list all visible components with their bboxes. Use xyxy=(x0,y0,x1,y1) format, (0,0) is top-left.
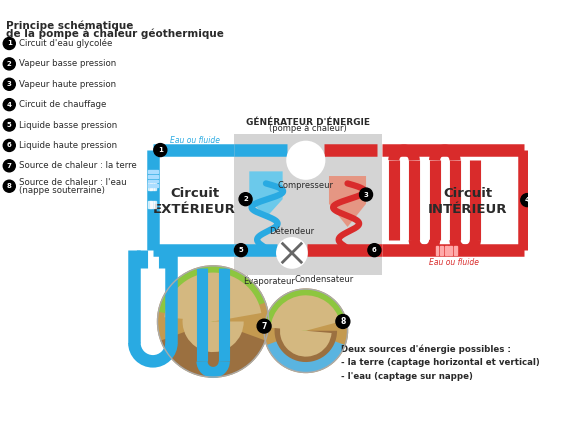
Text: Deux sources d'énergie possibles :
- la terre (captage horizontal et vertical)
-: Deux sources d'énergie possibles : - la … xyxy=(341,345,540,380)
Text: Détendeur: Détendeur xyxy=(270,227,315,236)
Text: 7: 7 xyxy=(262,321,267,330)
Text: (pompe à chaleur): (pompe à chaleur) xyxy=(269,125,347,134)
Bar xyxy=(148,180,157,182)
Text: Source de chaleur : l'eau: Source de chaleur : l'eau xyxy=(19,178,126,187)
Text: 4: 4 xyxy=(7,102,12,108)
Text: Circuit
EXTÉRIEUR: Circuit EXTÉRIEUR xyxy=(153,187,236,216)
Text: Liquide basse pression: Liquide basse pression xyxy=(19,121,117,130)
Bar xyxy=(152,182,154,190)
Circle shape xyxy=(257,319,271,333)
Circle shape xyxy=(360,188,373,201)
Text: Principe schématique: Principe schématique xyxy=(6,20,133,31)
Bar xyxy=(440,246,443,255)
Circle shape xyxy=(277,238,307,268)
Text: 2: 2 xyxy=(243,196,248,202)
Circle shape xyxy=(3,98,15,111)
Text: 3: 3 xyxy=(7,81,12,87)
Text: 5: 5 xyxy=(239,247,243,253)
Circle shape xyxy=(3,160,15,172)
Circle shape xyxy=(154,143,167,157)
Circle shape xyxy=(521,193,534,207)
Text: 4: 4 xyxy=(525,197,530,203)
Circle shape xyxy=(3,38,15,50)
Bar xyxy=(152,201,154,208)
Text: 2: 2 xyxy=(7,61,11,67)
Bar xyxy=(154,201,156,208)
Circle shape xyxy=(239,193,252,206)
Bar xyxy=(148,170,157,173)
Text: de la pompe à chaleur géothermique: de la pompe à chaleur géothermique xyxy=(6,29,223,39)
Circle shape xyxy=(3,58,15,70)
Text: GÉNÉRATEUR D'ÉNERGIE: GÉNÉRATEUR D'ÉNERGIE xyxy=(246,118,370,127)
Wedge shape xyxy=(158,266,266,321)
Text: 3: 3 xyxy=(364,192,368,198)
Circle shape xyxy=(3,180,15,192)
Circle shape xyxy=(287,142,324,179)
Circle shape xyxy=(234,244,247,257)
Wedge shape xyxy=(280,314,332,357)
Bar xyxy=(148,184,157,187)
Wedge shape xyxy=(267,331,345,372)
Text: Compresseur: Compresseur xyxy=(278,181,334,190)
Circle shape xyxy=(157,266,268,377)
Circle shape xyxy=(3,78,15,90)
Text: Circuit de chauffage: Circuit de chauffage xyxy=(19,100,106,109)
Bar xyxy=(450,246,452,255)
Bar xyxy=(148,175,157,178)
Text: (nappe souterraine): (nappe souterraine) xyxy=(19,186,104,195)
Circle shape xyxy=(3,140,15,152)
Wedge shape xyxy=(271,295,340,331)
Wedge shape xyxy=(164,273,261,321)
Circle shape xyxy=(3,119,15,131)
Wedge shape xyxy=(264,289,345,331)
Text: Circuit
INTÉRIEUR: Circuit INTÉRIEUR xyxy=(428,187,508,216)
Wedge shape xyxy=(275,315,337,362)
Text: 6: 6 xyxy=(372,247,377,253)
Circle shape xyxy=(264,289,348,372)
Text: Vapeur haute pression: Vapeur haute pression xyxy=(19,80,116,89)
Text: Évaporateur: Évaporateur xyxy=(243,275,295,285)
Text: Condensateur: Condensateur xyxy=(295,275,354,284)
Text: 5: 5 xyxy=(7,122,11,128)
Bar xyxy=(454,246,457,255)
Bar xyxy=(150,201,152,208)
Text: Circuit d'eau glycolée: Circuit d'eau glycolée xyxy=(19,39,112,48)
Text: Source de chaleur : la terre: Source de chaleur : la terre xyxy=(19,161,136,170)
FancyBboxPatch shape xyxy=(234,134,382,275)
Bar xyxy=(435,246,438,255)
Text: 7: 7 xyxy=(7,163,12,169)
Text: 6: 6 xyxy=(7,143,11,149)
Bar xyxy=(148,201,150,208)
Text: 1: 1 xyxy=(7,41,12,47)
Wedge shape xyxy=(182,311,244,352)
Text: Eau ou fluide: Eau ou fluide xyxy=(429,258,479,267)
Polygon shape xyxy=(329,176,366,227)
Text: Liquide haute pression: Liquide haute pression xyxy=(19,141,117,150)
Text: Vapeur basse pression: Vapeur basse pression xyxy=(19,59,116,68)
Text: 8: 8 xyxy=(7,183,12,189)
Text: Eau ou fluide: Eau ou fluide xyxy=(170,137,219,146)
Bar xyxy=(445,246,447,255)
Text: 1: 1 xyxy=(158,147,163,153)
Bar xyxy=(154,182,156,190)
Circle shape xyxy=(368,244,381,257)
Bar xyxy=(148,182,150,190)
Text: 8: 8 xyxy=(340,317,345,326)
Bar xyxy=(150,182,152,190)
Wedge shape xyxy=(161,321,266,377)
Circle shape xyxy=(336,315,350,328)
Polygon shape xyxy=(249,171,283,218)
